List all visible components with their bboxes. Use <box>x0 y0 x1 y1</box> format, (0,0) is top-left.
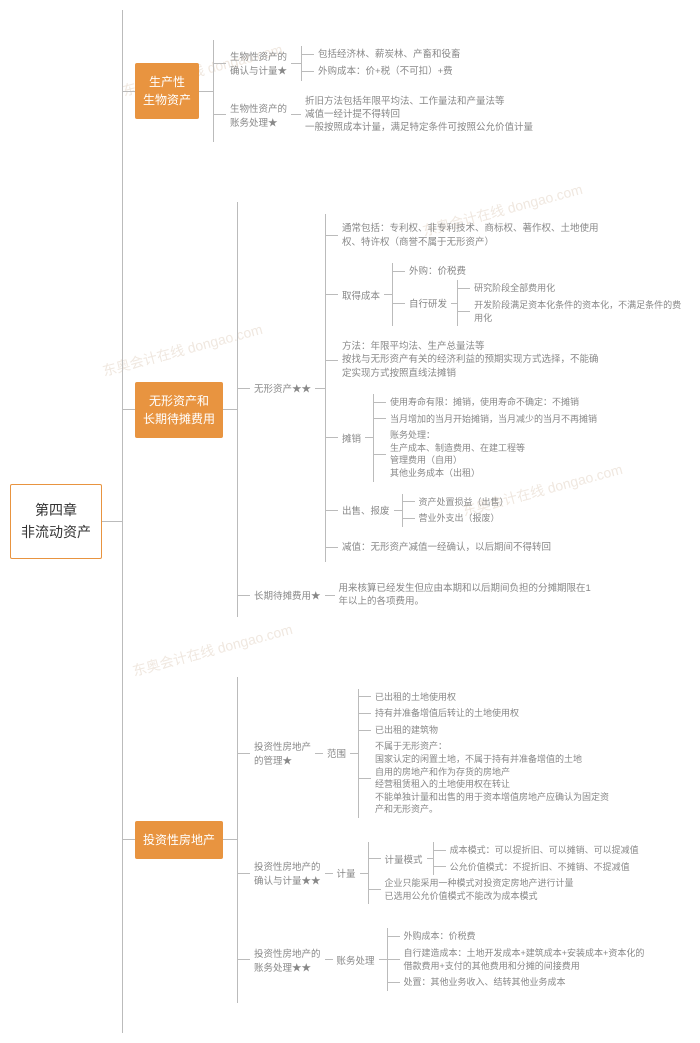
s3-measure-label: 计量 <box>333 866 360 880</box>
s2-impair: 减值：无形资产减值一经确认，以后期间不得转回 <box>338 539 551 556</box>
s3-scope4: 不属于无形资产： 国家认定的闲置土地，不属于持有并准备增值的土地 自用的房地产和… <box>371 738 609 818</box>
s3-acct-label: 投资性房地产的 账务处理★★ <box>250 946 325 974</box>
s2-cost-label: 取得成本 <box>338 288 384 302</box>
s2-deferred1: 用来核算已经发生但应由本期和以后期间负担的分摊期限在1 年以上的各项费用。 <box>335 580 591 611</box>
s2-amort3: 账务处理： 生产成本、制造费用、在建工程等 管理费用（自用） 其他业务成本（出租… <box>386 427 525 481</box>
root-node: 第四章 非流动资产 <box>10 484 102 559</box>
s3-acct3: 处置：其他业务收入、结转其他业务成本 <box>400 974 566 991</box>
s1-a1: 包括经济林、薪炭林、产畜和役畜 <box>314 46 461 63</box>
s2-method: 方法：年限平均法、生产总量法等 按找与无形资产有关的经济利益的预期实现方式选择，… <box>338 338 599 382</box>
s2-disposal-label: 出售、报废 <box>338 503 394 517</box>
s1-b-label: 生物性资产的 账务处理★ <box>226 101 291 129</box>
s3-acct2: 自行建造成本：土地开发成本+建筑成本+安装成本+资本化的 借款费用+支付的其他费… <box>400 945 645 974</box>
s1-a2: 外购成本：价+税（不可扣）+费 <box>314 63 453 80</box>
section-2: 无形资产和 长期待摊费用 无形资产★★ 通常包括：专利权、非专利技术、商标权、著… <box>123 202 690 616</box>
s2-disposal1: 资产处置损益（出售） <box>415 494 509 511</box>
s1-b1: 折旧方法包括年限平均法、工作量法和产量法等 减值一经计提不得转回 一般按照成本计… <box>301 93 533 137</box>
s2-cost-b1: 研究阶段全部费用化 <box>470 280 555 297</box>
s3-confirm-label: 投资性房地产的 确认与计量★★ <box>250 859 325 887</box>
s3-scope2: 持有并准备增值后转让的土地使用权 <box>371 705 519 722</box>
s3-scope1: 已出租的土地使用权 <box>371 689 456 706</box>
section-3-title: 投资性房地产 <box>135 821 223 859</box>
section-1-title: 生产性 生物资产 <box>135 63 199 119</box>
s3-mgmt-label: 投资性房地产 的管理★ <box>250 739 315 767</box>
s3-measure-mode-label: 计量模式 <box>381 852 427 866</box>
s2-amort1: 使用寿命有限：摊销，使用寿命不确定：不摊销 <box>386 394 579 411</box>
s3-measure2: 公允价值模式：不提折旧、不摊销、不提减值 <box>446 859 630 876</box>
s3-scope-label: 范围 <box>323 746 350 760</box>
s3-acct1: 外购成本：价税费 <box>400 928 476 945</box>
s2-intangible-label: 无形资产★★ <box>250 381 315 395</box>
s2-cost-b2: 开发阶段满足资本化条件的资本化，不满足条件的费用化 <box>470 297 690 326</box>
section-3: 投资性房地产 投资性房地产 的管理★ 范围 已出租的土地使用权 持有并准备增值后… <box>123 677 690 1003</box>
s3-scope3: 已出租的建筑物 <box>371 722 438 739</box>
s2-intro: 通常包括：专利权、非专利技术、商标权、著作权、土地使用 权、特许权（商誉不属于无… <box>338 220 599 251</box>
s3-measure1: 成本模式：可以提折旧、可以摊销、可以提减值 <box>446 842 639 859</box>
s2-cost-b-label: 自行研发 <box>405 296 451 310</box>
s2-disposal2: 营业外支出（报废） <box>415 510 500 527</box>
s3-measure3: 企业只能采用一种模式对投资定房地产进行计量 已选用公允价值模式不能改为成本模式 <box>381 875 574 904</box>
s1-a-label: 生物性资产的 确认与计量★ <box>226 49 291 77</box>
section-2-title: 无形资产和 长期待摊费用 <box>135 382 223 438</box>
mindmap-root: 第四章 非流动资产 生产性 生物资产 生物性资产的 确认与计量★ 包括经济林、薪… <box>10 10 690 1033</box>
s2-amort-label: 摊销 <box>338 431 365 445</box>
section-1: 生产性 生物资产 生物性资产的 确认与计量★ 包括经济林、薪炭林、产畜和役畜 外… <box>123 40 690 142</box>
s3-acct-sublabel: 账务处理 <box>333 953 379 967</box>
s2-amort2: 当月增加的当月开始摊销，当月减少的当月不再摊销 <box>386 411 597 428</box>
s2-deferred-label: 长期待摊费用★ <box>250 588 325 602</box>
s2-cost-a: 外购：价税费 <box>405 263 466 280</box>
